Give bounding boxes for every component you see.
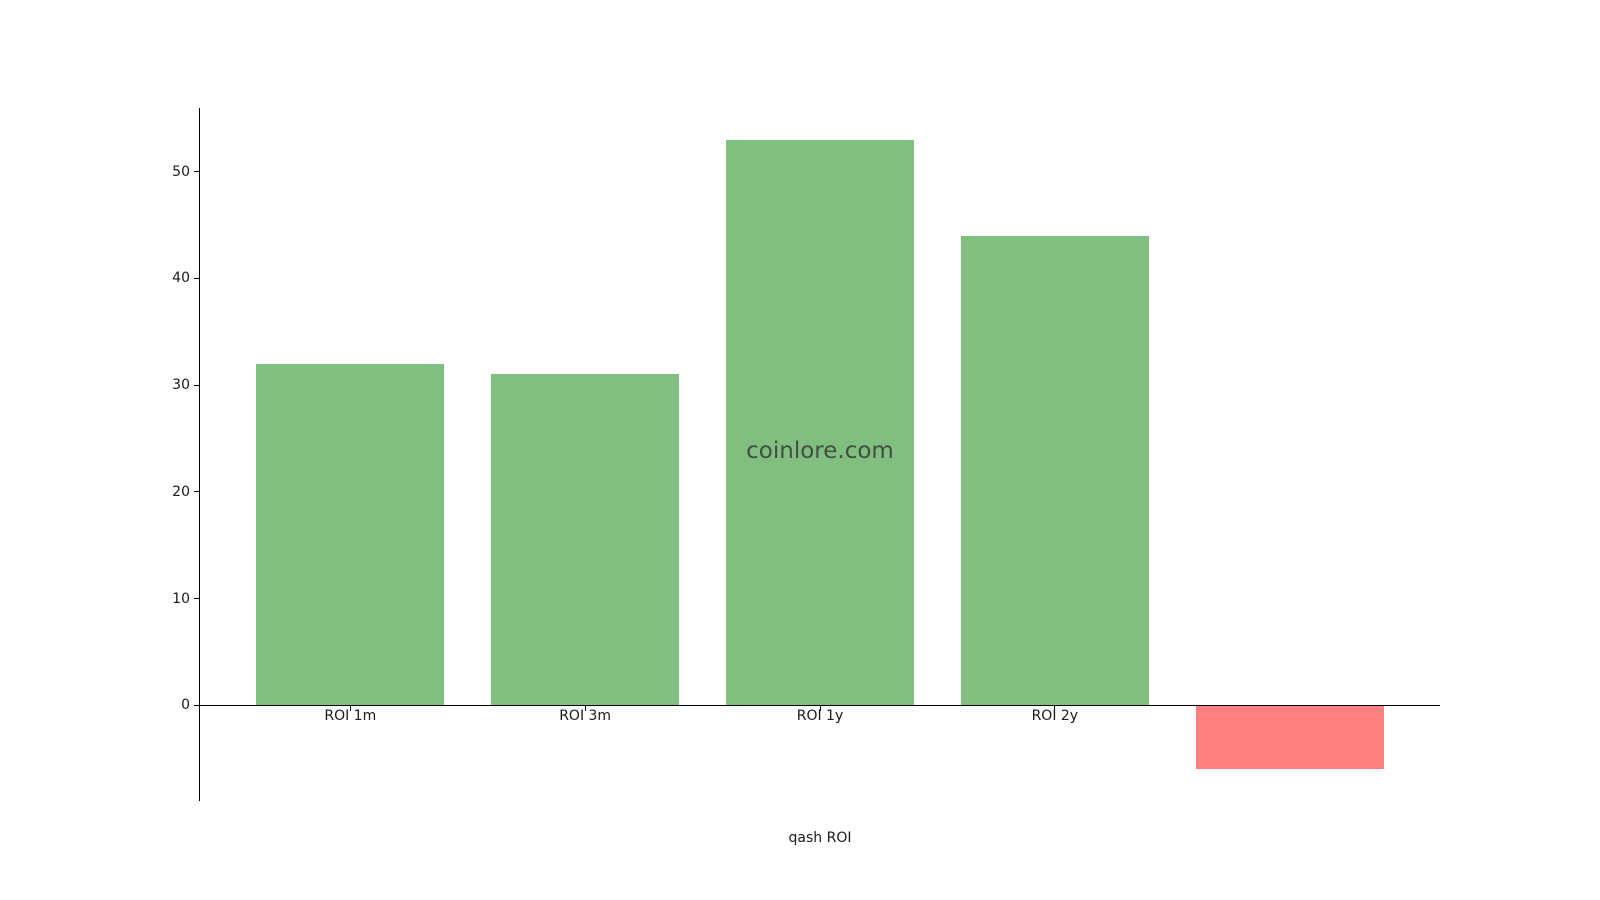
x-tick-mark: [819, 705, 821, 712]
x-tick-label-roi-1m: ROI 1m: [324, 708, 377, 725]
x-axis-title: qash ROI: [788, 830, 852, 846]
bar-roi-1m: [256, 363, 445, 706]
y-tick-mark: [194, 704, 200, 706]
y-tick-label: 50: [172, 163, 190, 180]
y-tick-mark: [194, 277, 200, 279]
y-tick-mark: [194, 171, 200, 173]
x-tick-mark: [584, 705, 586, 712]
bar-roi-3m: [491, 374, 680, 706]
y-tick-mark: [194, 384, 200, 386]
y-tick-label: 30: [172, 377, 190, 394]
x-axis-spine: [200, 704, 1440, 707]
bar-roi-2y: [960, 235, 1149, 706]
y-tick-mark: [194, 491, 200, 493]
x-tick-mark: [1054, 705, 1056, 712]
x-tick-label-roi-2y: ROI 2y: [1031, 708, 1079, 725]
watermark: coinlore.com: [746, 438, 894, 464]
y-tick-label: 40: [172, 270, 190, 287]
y-tick-label: 0: [181, 697, 190, 714]
x-tick-label-roi-3m: ROI 3m: [559, 708, 612, 725]
x-tick-label-roi-1y: ROI 1y: [796, 708, 844, 725]
y-axis-spine: [199, 108, 201, 801]
x-tick-mark: [349, 705, 351, 712]
bar-unlabeled-4: [1195, 705, 1384, 770]
bar-roi-1y: [726, 139, 914, 706]
y-tick-label: 20: [172, 483, 190, 500]
y-tick-label: 10: [172, 590, 190, 607]
y-tick-mark: [194, 598, 200, 600]
